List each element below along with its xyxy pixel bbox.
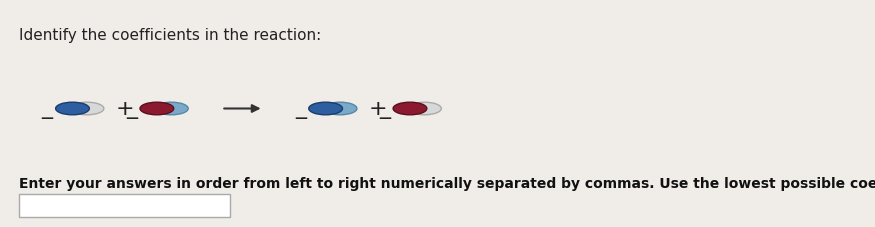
- Text: +: +: [368, 99, 388, 119]
- Circle shape: [309, 103, 342, 115]
- Circle shape: [140, 103, 174, 115]
- Circle shape: [56, 103, 89, 115]
- Circle shape: [408, 103, 441, 115]
- Text: Identify the coefficients in the reaction:: Identify the coefficients in the reactio…: [19, 28, 322, 43]
- Circle shape: [155, 103, 188, 115]
- Text: _: _: [126, 99, 137, 119]
- Circle shape: [393, 103, 427, 115]
- Text: +: +: [116, 99, 134, 119]
- Text: Enter your answers in order from left to right numerically separated by commas. : Enter your answers in order from left to…: [19, 176, 875, 190]
- Bar: [19, 194, 230, 217]
- Circle shape: [70, 103, 104, 115]
- Text: _: _: [295, 99, 305, 119]
- Circle shape: [323, 103, 357, 115]
- Text: _: _: [379, 99, 390, 119]
- Text: _: _: [42, 99, 52, 119]
